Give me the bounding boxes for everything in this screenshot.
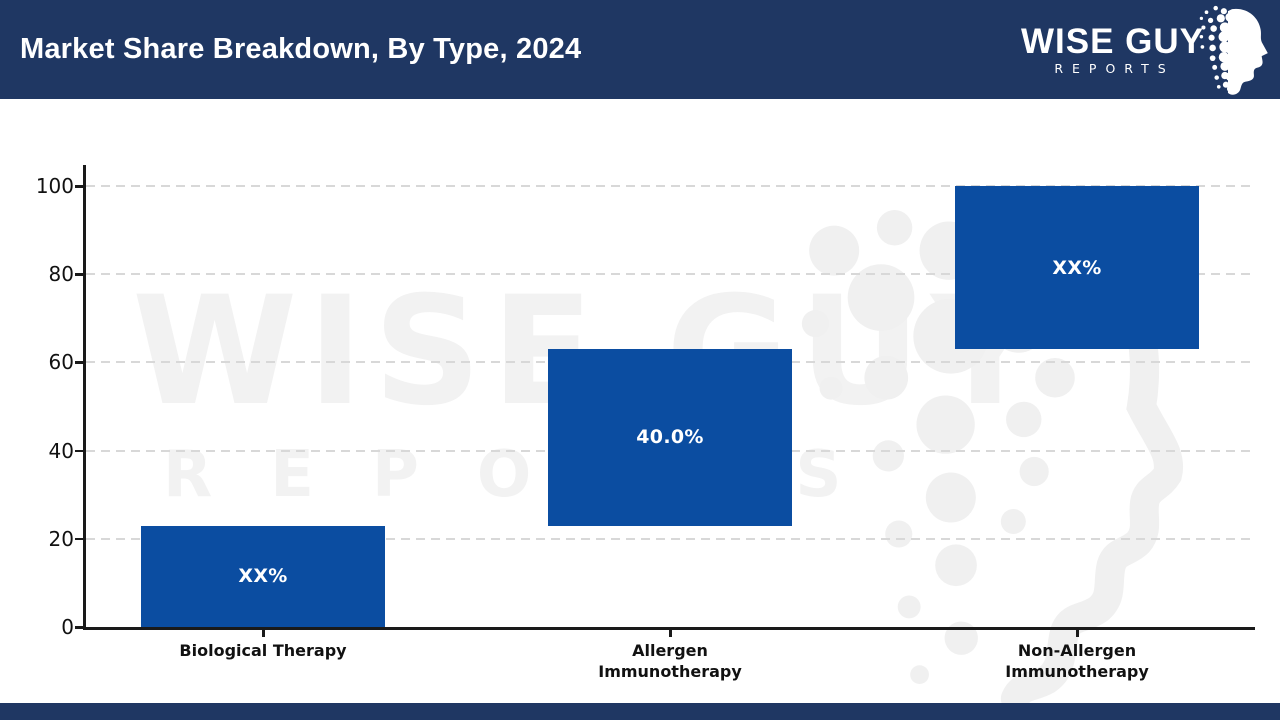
bar-segment: 40.0% — [548, 349, 792, 526]
gridline-y-80 — [86, 273, 1255, 276]
footer-bar — [0, 703, 1280, 720]
y-tick-label-80: 80 — [48, 262, 74, 287]
x-tick-1 — [669, 629, 672, 637]
bar-segment: XX% — [141, 525, 385, 627]
x-category-label: Allergen Immunotherapy — [520, 640, 820, 682]
y-tick-40 — [75, 449, 83, 453]
bar-value-label: XX% — [238, 565, 288, 588]
chart-canvas: WISE GUY REPORTS 0 20 40 60 80 100 XX% Biologic… — [0, 99, 1280, 709]
y-axis-line — [83, 165, 86, 629]
y-tick-100 — [75, 185, 83, 188]
x-category-label: Biological Therapy — [113, 640, 413, 661]
gridline-y-100 — [86, 185, 1255, 187]
x-axis-line — [83, 627, 1255, 630]
bar-value-label: 40.0% — [636, 426, 704, 449]
page-title: Market Share Breakdown, By Type, 2024 — [20, 33, 582, 65]
x-category-label: Non-Allergen Immunotherapy — [927, 640, 1227, 682]
x-category-label-line: Immunotherapy — [1005, 662, 1149, 682]
y-tick-20 — [75, 537, 83, 541]
logo-subtitle: REPORTS — [1054, 60, 1175, 76]
bar-value-label: XX% — [1052, 256, 1102, 279]
plot-region: 0 20 40 60 80 100 XX% Biological Therapy 40.0% Al… — [0, 99, 1280, 703]
y-tick-label-60: 60 — [48, 350, 74, 375]
y-tick-0 — [75, 626, 83, 629]
x-tick-0 — [262, 629, 265, 637]
logo-wordmark: WISE GUY — [1020, 21, 1204, 61]
x-category-label-line: Allergen — [632, 641, 708, 660]
y-tick-80 — [75, 273, 83, 276]
x-category-label-line: Biological Therapy — [179, 641, 347, 660]
y-tick-label-20: 20 — [48, 526, 74, 551]
gridline-y-20 — [86, 537, 1255, 540]
wise-guy-reports-logo: WISE GUY REPORTS — [1021, 3, 1270, 97]
bar-segment: XX% — [955, 186, 1199, 350]
logo-text: WISE GUY REPORTS — [1021, 24, 1204, 76]
y-tick-label-100: 100 — [35, 174, 74, 198]
y-tick-60 — [75, 361, 83, 364]
y-tick-label-0: 0 — [61, 615, 74, 639]
x-category-label-line: Immunotherapy — [598, 662, 742, 682]
y-tick-label-40: 40 — [48, 438, 74, 463]
dotted-head-logo-icon — [1199, 5, 1268, 95]
x-tick-2 — [1076, 629, 1079, 637]
header: Market Share Breakdown, By Type, 2024 WI… — [0, 0, 1280, 99]
x-category-label-line: Non-Allergen — [1017, 641, 1137, 660]
